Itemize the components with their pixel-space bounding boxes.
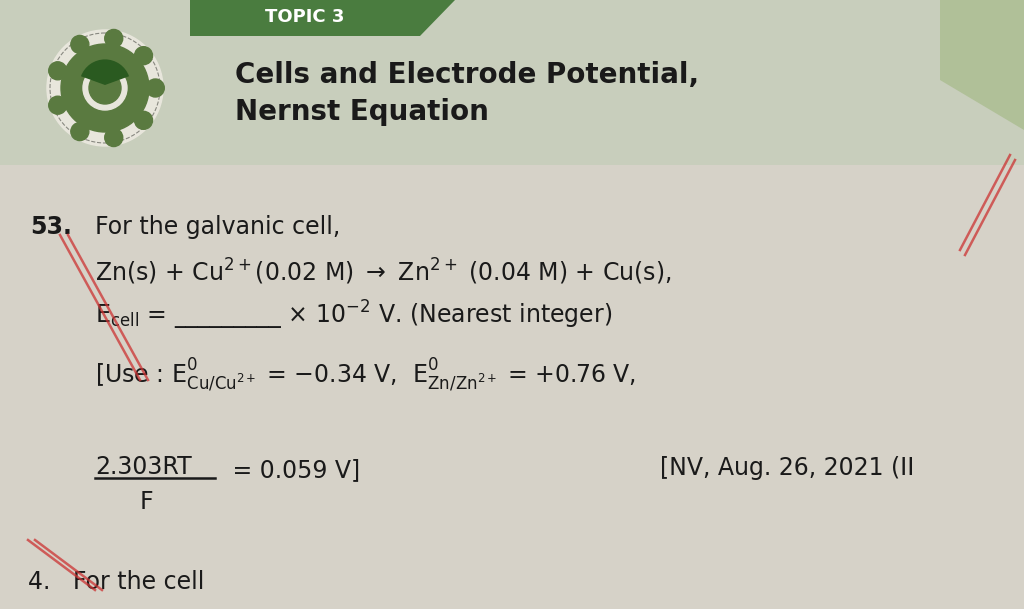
Text: Cells and Electrode Potential,: Cells and Electrode Potential, <box>234 61 699 89</box>
Text: [Use : E$^{0}_{\rm Cu/Cu^{2+}}$ = $-$0.34 V,  E$^{0}_{\rm Zn/Zn^{2+}}$ = +0.76 V: [Use : E$^{0}_{\rm Cu/Cu^{2+}}$ = $-$0.3… <box>95 356 636 393</box>
Circle shape <box>104 29 123 48</box>
Polygon shape <box>190 0 455 36</box>
Circle shape <box>49 62 67 80</box>
Text: For the galvanic cell,: For the galvanic cell, <box>95 215 340 239</box>
Circle shape <box>146 79 164 97</box>
Circle shape <box>134 47 153 65</box>
Wedge shape <box>81 60 129 85</box>
Text: = 0.059 V]: = 0.059 V] <box>225 458 360 482</box>
Circle shape <box>71 122 89 141</box>
Circle shape <box>47 30 163 146</box>
Text: Nernst Equation: Nernst Equation <box>234 98 488 126</box>
Circle shape <box>71 35 89 54</box>
Polygon shape <box>940 0 1024 130</box>
Text: 2.303RT: 2.303RT <box>95 455 191 479</box>
Bar <box>0 0 1024 165</box>
Circle shape <box>104 128 123 147</box>
Text: [NV, Aug. 26, 2021 (II: [NV, Aug. 26, 2021 (II <box>660 456 914 480</box>
Text: 53.: 53. <box>30 215 72 239</box>
Circle shape <box>134 111 153 129</box>
Circle shape <box>61 44 150 132</box>
Text: TOPIC 3: TOPIC 3 <box>265 8 345 26</box>
Text: 4.   For the cell: 4. For the cell <box>28 570 205 594</box>
Circle shape <box>49 96 67 114</box>
Circle shape <box>83 66 127 110</box>
Circle shape <box>89 72 121 104</box>
Text: E$_{\rm cell}$ = _________ $\times$ 10$^{-2}$ V. (Nearest integer): E$_{\rm cell}$ = _________ $\times$ 10$^… <box>95 299 612 332</box>
Text: Zn(s) + Cu$^{2+}$(0.02 M) $\rightarrow$ Zn$^{2+}$ (0.04 M) + Cu(s),: Zn(s) + Cu$^{2+}$(0.02 M) $\rightarrow$ … <box>95 257 672 287</box>
Text: F: F <box>140 490 154 514</box>
